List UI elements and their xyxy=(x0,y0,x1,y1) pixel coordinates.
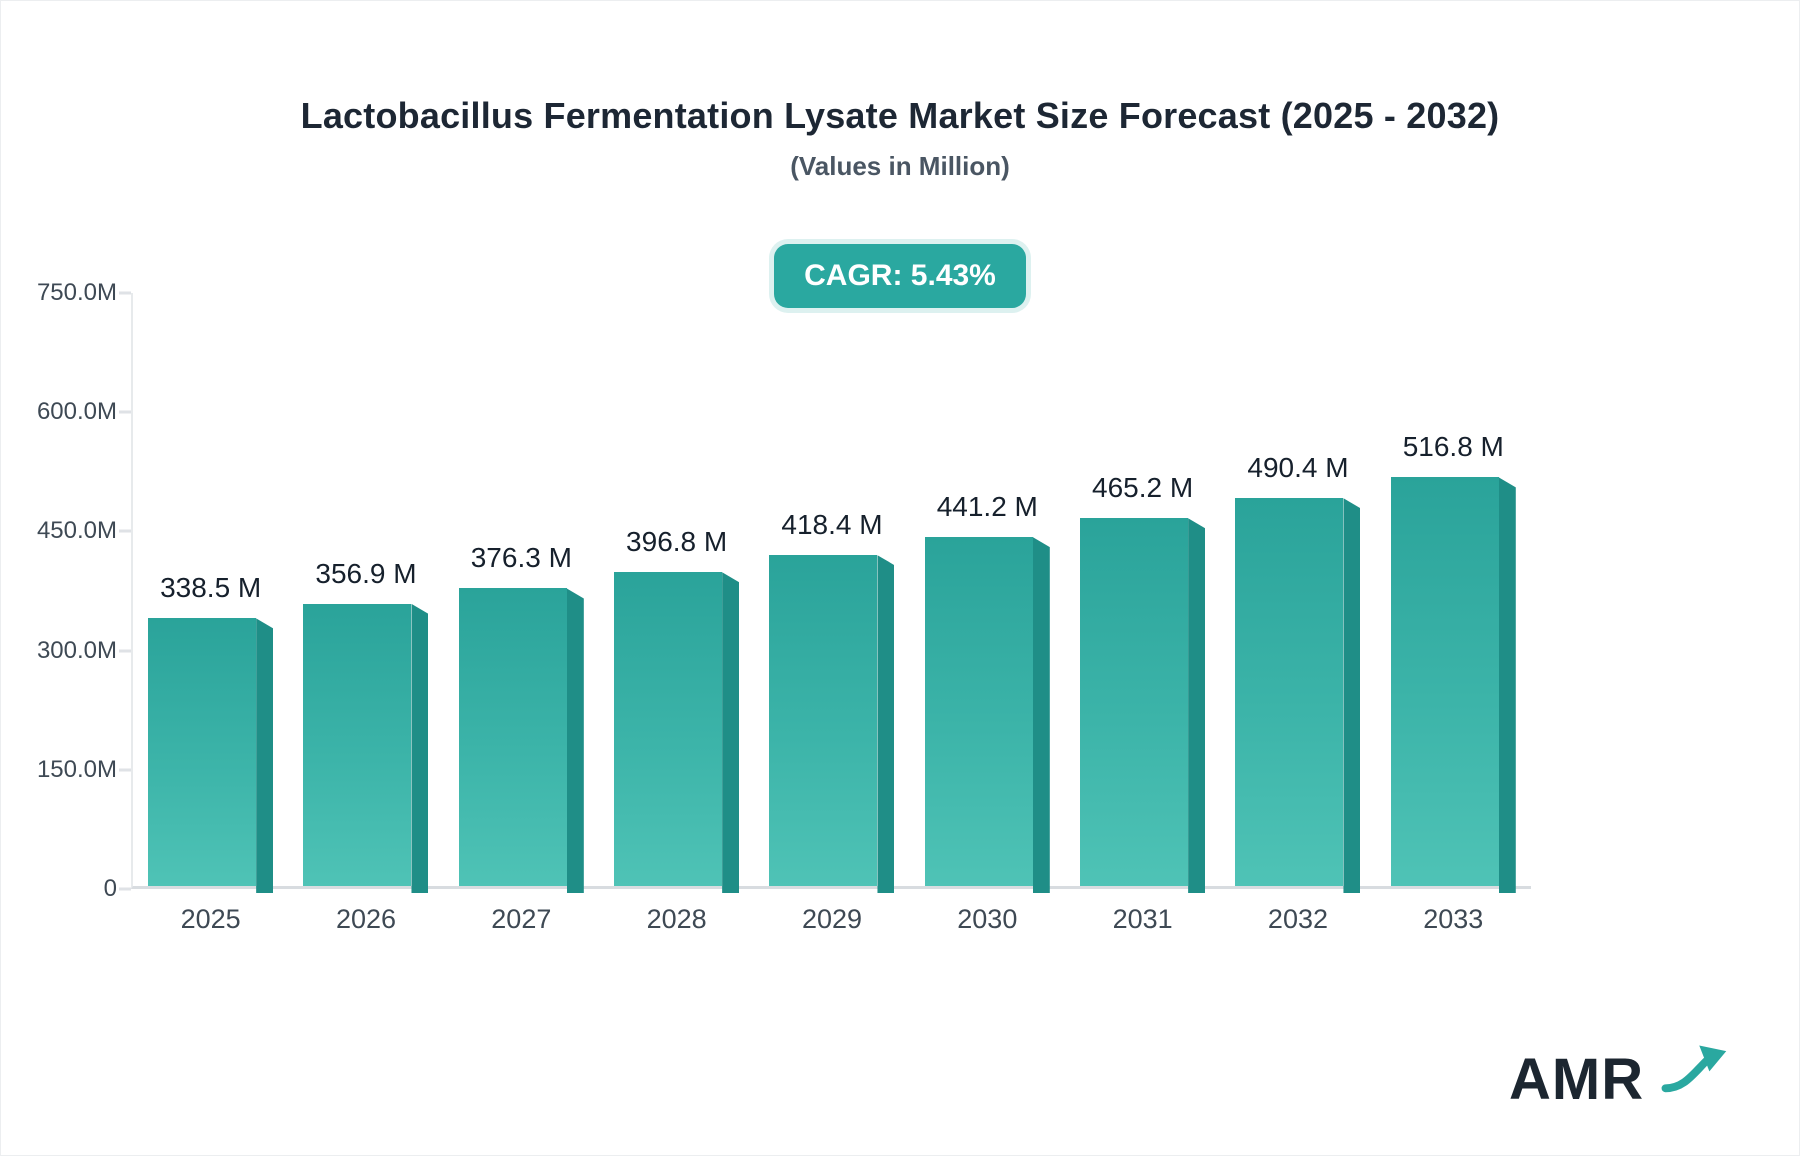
x-axis-category-label: 2033 xyxy=(1423,904,1484,934)
amr-logo: AMR xyxy=(1509,1029,1729,1113)
bar: 516.8 M xyxy=(1390,431,1516,893)
x-axis-category-label: 2029 xyxy=(801,904,863,934)
bar-front-face xyxy=(1390,477,1499,886)
bar-front-face xyxy=(1235,498,1344,886)
bar: 338.5 M xyxy=(148,572,274,893)
bar-value-label: 338.5 M xyxy=(160,572,262,604)
bar-side-face xyxy=(566,588,584,893)
bars: 338.5 M 2025 356.9 M 2026 376.3 M 2027 396.8 M… xyxy=(133,293,1531,934)
bar-value-label: 465.2 M xyxy=(1092,472,1194,504)
x-axis-category-label: 2028 xyxy=(646,904,707,934)
x-axis-category-label: 2026 xyxy=(335,904,397,934)
bar-value-label: 516.8 M xyxy=(1402,431,1504,463)
x-axis-category-label: 2032 xyxy=(1267,904,1328,934)
bar-value-label: 418.4 M xyxy=(781,509,883,541)
bar-side-face xyxy=(1188,518,1206,893)
x-axis-category-label: 2025 xyxy=(180,904,241,934)
x-axis-category-label: 2027 xyxy=(491,904,552,934)
y-axis-tick-label: 450.0M xyxy=(36,517,117,545)
bar-value-label: 396.8 M xyxy=(626,526,728,558)
bar-side-face xyxy=(1498,477,1516,893)
amr-logo-text: AMR xyxy=(1509,1047,1645,1112)
y-axis-tick-mark xyxy=(119,768,131,772)
y-axis-tick-label: 0 xyxy=(103,875,117,902)
bar: 396.8 M xyxy=(614,526,740,893)
bar-group: 376.3 M 2027 xyxy=(444,293,599,934)
chart-subtitle: (Values in Million) xyxy=(790,151,1010,181)
bar-side-face xyxy=(1032,537,1050,893)
bar-front-face xyxy=(614,572,723,886)
bar-chart: 750.0M 600.0M 450.0M 300.0M 150.0M 0 338.5 M 2… xyxy=(31,279,1771,934)
bar-value-label: 441.2 M xyxy=(936,491,1038,523)
bar-front-face xyxy=(458,588,567,886)
bar-front-face xyxy=(303,603,412,886)
y-axis-tick-mark xyxy=(119,887,131,891)
y-axis-tick-label: 150.0M xyxy=(36,755,117,783)
bar: 490.4 M xyxy=(1235,452,1361,893)
bar-group: 516.8 M 2033 xyxy=(1376,293,1531,934)
bar-front-face xyxy=(769,555,878,886)
bar-group: 356.9 M 2026 xyxy=(288,293,443,934)
y-axis-tick-label: 750.0M xyxy=(36,279,117,306)
x-axis-category-label: 2031 xyxy=(1112,904,1173,934)
y-axis-tick-mark xyxy=(119,649,131,653)
bar: 465.2 M xyxy=(1080,472,1206,893)
bar: 376.3 M xyxy=(458,542,584,893)
bar-group: 465.2 M 2031 xyxy=(1065,293,1220,934)
bar-group: 418.4 M 2029 xyxy=(754,293,909,934)
bar-value-label: 356.9 M xyxy=(315,557,417,589)
cagr-badge: CAGR: 5.43% xyxy=(774,244,1026,308)
y-axis-tick-mark xyxy=(119,529,131,533)
plot-area: 338.5 M 2025 356.9 M 2026 376.3 M 2027 396.8 M… xyxy=(131,293,1531,934)
bar: 418.4 M xyxy=(769,509,895,893)
y-axis-tick-label: 300.0M xyxy=(36,636,117,664)
bar-group: 441.2 M 2030 xyxy=(910,293,1065,934)
bar-group: 490.4 M 2032 xyxy=(1220,293,1375,934)
bar-front-face xyxy=(148,618,257,886)
bar-value-label: 376.3 M xyxy=(470,542,572,574)
bar-front-face xyxy=(924,537,1033,886)
chart-title: Lactobacillus Fermentation Lysate Market… xyxy=(300,95,1500,136)
y-axis-tick-mark xyxy=(119,410,131,414)
bar-group: 396.8 M 2028 xyxy=(599,293,754,934)
y-axis-tick-label: 600.0M xyxy=(36,398,117,426)
growth-arrow-icon xyxy=(1661,1045,1727,1093)
bar-group: 338.5 M 2025 xyxy=(133,293,288,934)
bar-side-face xyxy=(411,603,429,893)
bar: 441.2 M xyxy=(924,491,1050,893)
bar-side-face xyxy=(256,618,274,893)
bar-value-label: 490.4 M xyxy=(1247,452,1349,484)
bar: 356.9 M xyxy=(303,558,429,893)
bar-side-face xyxy=(1343,498,1361,893)
bar-front-face xyxy=(1080,518,1189,886)
y-axis-tick-mark xyxy=(119,291,131,295)
bar-side-face xyxy=(722,572,740,893)
x-axis-category-label: 2030 xyxy=(957,904,1018,934)
bar-side-face xyxy=(877,555,895,893)
y-axis-labels: 750.0M 600.0M 450.0M 300.0M 150.0M 0 xyxy=(31,279,117,902)
